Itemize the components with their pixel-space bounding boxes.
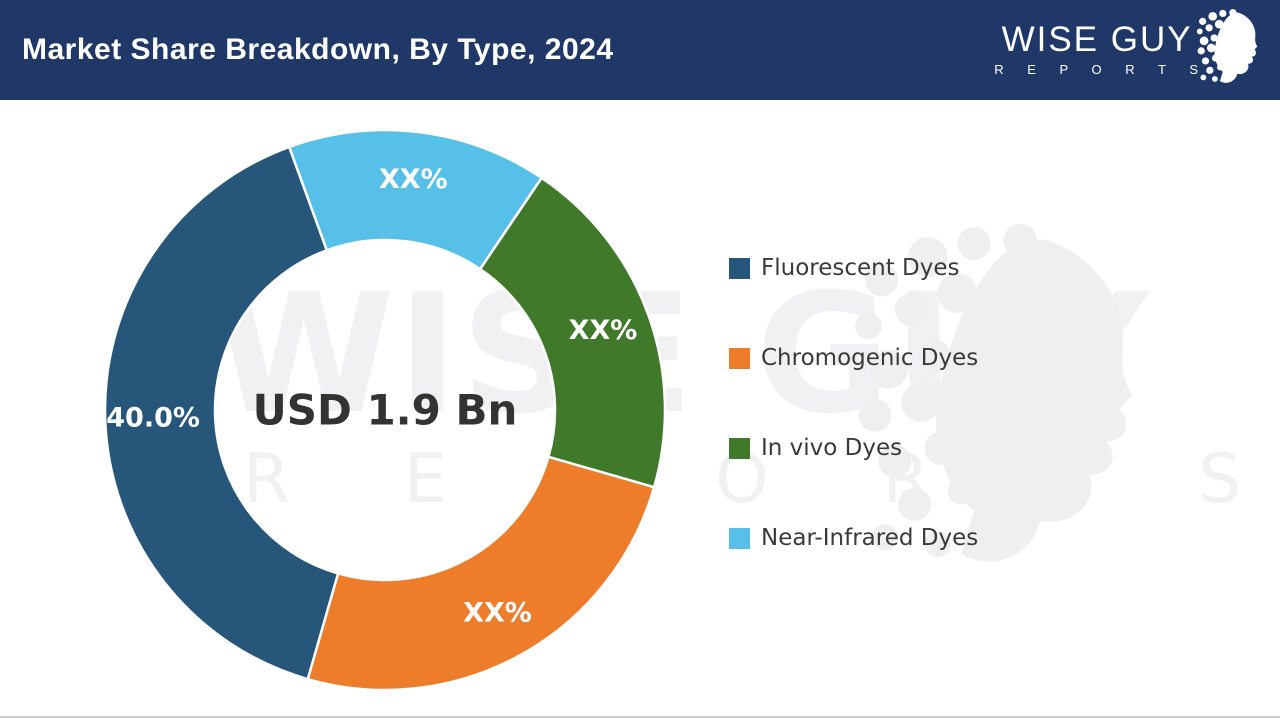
legend-item-near-infrared: Near-Infrared Dyes (729, 518, 978, 558)
chart-center-value: USD 1.9 Bn (252, 385, 518, 435)
chart-legend: Fluorescent Dyes Chromogenic Dyes In viv… (729, 248, 978, 608)
segment-percentage-label: XX% (379, 164, 448, 195)
segment-percentage-label: XX% (463, 597, 532, 628)
page-title: Market Share Breakdown, By Type, 2024 (22, 33, 614, 66)
header-bar: Market Share Breakdown, By Type, 2024 WI… (0, 0, 1280, 100)
logo-subtitle: R E P O R T S (994, 61, 1208, 77)
donut-segment (478, 176, 667, 489)
legend-label: Chromogenic Dyes (761, 345, 979, 371)
legend-label: In vivo Dyes (761, 435, 903, 461)
wise-guy-logo: WISE GUY R E P O R T S (986, 6, 1266, 90)
donut-segment (103, 145, 340, 681)
donut-segment (287, 128, 543, 271)
logo-face-icon (1196, 9, 1258, 83)
logo-text: WISE GUY R E P O R T S (986, 20, 1208, 77)
bottom-divider (0, 716, 1280, 718)
segment-percentage-label: 40.0% (106, 403, 200, 434)
watermark-face (855, 223, 1133, 562)
donut-svg: 40.0% XX% XX% XX% (103, 128, 667, 692)
legend-swatch-near-infrared (729, 527, 750, 549)
logo-wordmark: WISE GUY (1001, 19, 1193, 59)
legend-item-chromogenic: Chromogenic Dyes (729, 338, 978, 378)
donut-chart: 40.0% XX% XX% XX% (85, 110, 685, 710)
legend-label: Near-Infrared Dyes (761, 525, 979, 551)
legend-item-fluorescent: Fluorescent Dyes (729, 248, 978, 288)
segment-percentage-label: XX% (569, 315, 638, 346)
legend-swatch-in-vivo (729, 437, 750, 459)
legend-swatch-fluorescent (729, 257, 750, 279)
legend-swatch-chromogenic (729, 347, 750, 369)
legend-item-in-vivo: In vivo Dyes (729, 428, 978, 468)
legend-label: Fluorescent Dyes (761, 255, 960, 281)
donut-segment (306, 455, 656, 692)
